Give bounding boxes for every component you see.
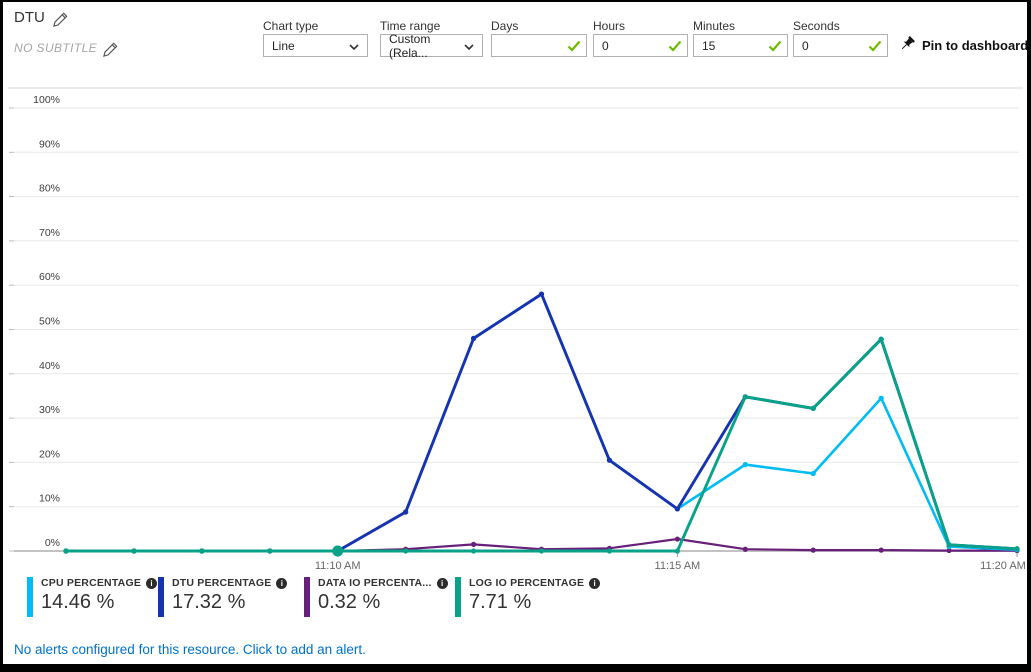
valid-check-icon [668, 40, 682, 52]
info-icon [276, 577, 288, 589]
svg-text:100%: 100% [33, 94, 60, 106]
hours-input[interactable] [594, 35, 687, 56]
svg-text:11:15 AM: 11:15 AM [655, 560, 701, 572]
legend-item-cpu-percentage[interactable]: CPU PERCENTAGE 14.46 % [27, 577, 158, 617]
legend-title: DTU PERCENTAGE [172, 577, 272, 589]
legend-value: 17.32 % [172, 591, 246, 613]
legend-item-data-io-percentage[interactable]: DATA IO PERCENTA... 0.32 % [304, 577, 448, 617]
info-icon [146, 577, 158, 589]
svg-text:11:10 AM: 11:10 AM [315, 560, 361, 572]
legend-color-bar [455, 577, 461, 617]
time-range-value: Custom (Rela... [389, 31, 431, 60]
page-subtitle: NO SUBTITLE [14, 41, 98, 55]
pencil-icon [52, 12, 69, 31]
time-range-label: Time range [380, 19, 441, 33]
seconds-label: Seconds [793, 19, 840, 33]
add-alert-link[interactable]: No alerts configured for this resource. … [14, 642, 366, 657]
dtu-line-chart: 0% 10% 20% 30% 40% 50% 60% 70% 80% 90% 100% 11:10 A… [8, 87, 1026, 572]
seconds-field-wrap [793, 34, 888, 57]
legend-value: 7.71 % [469, 591, 532, 613]
minutes-field-wrap [693, 34, 788, 57]
days-label: Days [491, 19, 519, 33]
svg-text:40%: 40% [39, 360, 60, 372]
legend-title: CPU PERCENTAGE [41, 577, 142, 589]
svg-text:11:20 AM: 11:20 AM [980, 560, 1026, 572]
legend-color-bar [158, 577, 164, 617]
info-icon [589, 577, 601, 589]
seconds-input[interactable] [794, 35, 887, 56]
legend-value: 0.32 % [318, 591, 381, 613]
legend-item-dtu-percentage[interactable]: DTU PERCENTAGE 17.32 % [158, 577, 288, 617]
legend-title: LOG IO PERCENTAGE [469, 577, 585, 589]
pencil-icon [102, 42, 119, 61]
hours-field-wrap [593, 34, 688, 57]
days-input[interactable] [492, 35, 586, 56]
valid-check-icon [768, 40, 782, 52]
legend-color-bar [304, 577, 310, 617]
svg-text:70%: 70% [39, 227, 60, 239]
legend-item-log-io-percentage[interactable]: LOG IO PERCENTAGE 7.71 % [455, 577, 601, 617]
chevron-down-icon [464, 39, 474, 53]
chart-type-label: Chart type [263, 19, 319, 33]
pushpin-icon [899, 36, 915, 55]
legend-color-bar [27, 577, 33, 617]
svg-text:20%: 20% [39, 448, 60, 460]
edit-subtitle-button[interactable] [102, 41, 119, 58]
svg-text:50%: 50% [39, 316, 60, 328]
edit-title-button[interactable] [52, 11, 69, 28]
chevron-down-icon [349, 39, 359, 53]
valid-check-icon [567, 40, 581, 52]
minutes-label: Minutes [693, 19, 736, 33]
time-range-select[interactable]: Custom (Rela... [380, 31, 483, 60]
info-icon [436, 577, 448, 589]
hours-label: Hours [593, 19, 626, 33]
svg-text:30%: 30% [39, 404, 60, 416]
valid-check-icon [868, 40, 882, 52]
minutes-input[interactable] [694, 35, 787, 56]
svg-text:90%: 90% [39, 138, 60, 150]
chart-type-value: Line [272, 38, 295, 53]
pin-to-dashboard-label: Pin to dashboard [922, 38, 1029, 53]
legend-title: DATA IO PERCENTA... [318, 577, 432, 589]
panel-background [3, 2, 1027, 664]
days-field-wrap [491, 34, 587, 57]
svg-text:80%: 80% [39, 183, 60, 195]
svg-text:10%: 10% [39, 493, 60, 505]
chart-type-select[interactable]: Line [263, 34, 368, 57]
pin-to-dashboard-button[interactable]: Pin to dashboard [899, 36, 1028, 55]
svg-text:60%: 60% [39, 271, 60, 283]
svg-text:0%: 0% [45, 537, 60, 549]
page-title: DTU [14, 9, 45, 26]
legend-value: 14.46 % [41, 591, 115, 613]
